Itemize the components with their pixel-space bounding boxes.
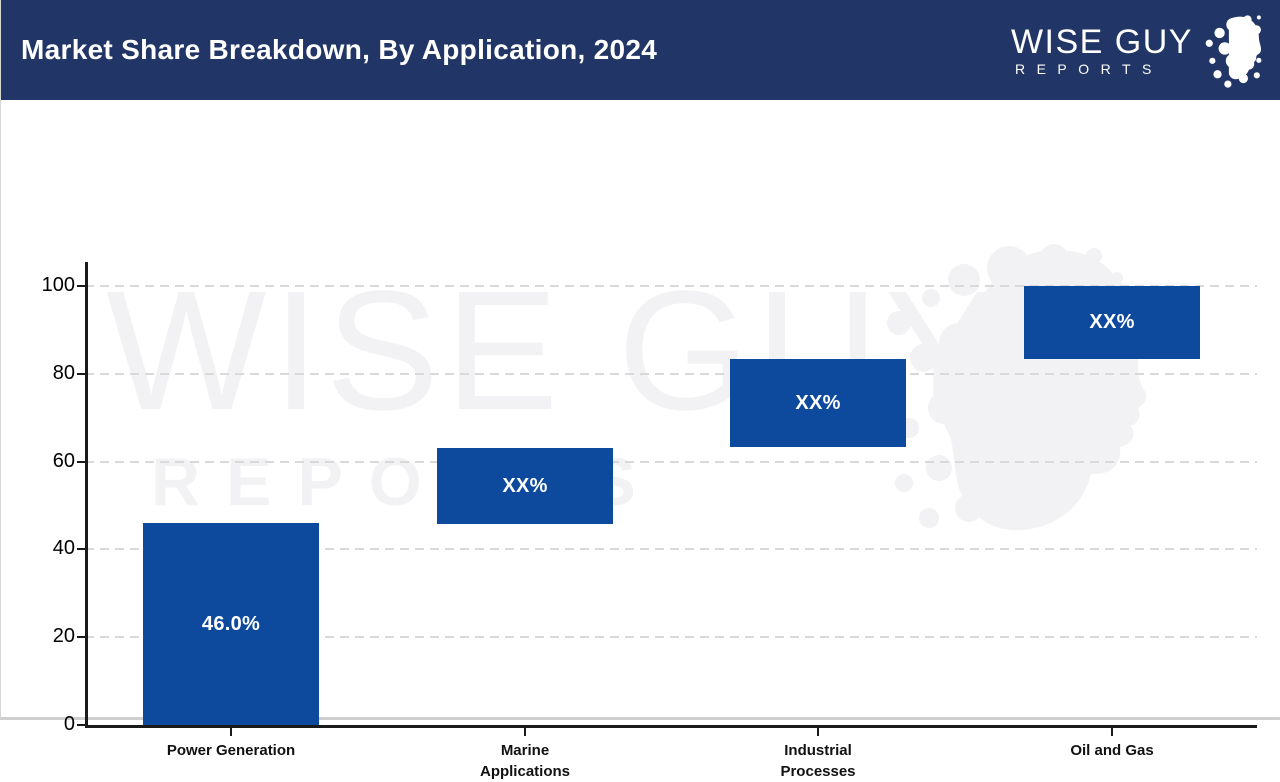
- y-axis-tick: [77, 285, 85, 287]
- gridline: [85, 548, 1257, 550]
- x-axis-category-label: Power Generation: [166, 742, 296, 759]
- brand-text: WISE GUY REPORTS: [1011, 25, 1193, 76]
- page-title: Market Share Breakdown, By Application, …: [21, 34, 658, 65]
- brand-name: WISE GUY: [1010, 22, 1193, 61]
- gridline: [85, 636, 1257, 638]
- bar-value-label: XX%: [795, 391, 841, 414]
- x-axis-tick: [524, 728, 526, 736]
- brand-subtitle: REPORTS: [1014, 60, 1163, 77]
- bar: XX%: [1024, 286, 1200, 359]
- y-axis-tick-label: 0: [63, 713, 75, 735]
- y-axis-tick-label: 20: [52, 625, 75, 647]
- y-axis-tick-label: 40: [52, 537, 75, 559]
- bar-value-label: XX%: [502, 474, 548, 497]
- x-axis-line: [85, 725, 1257, 728]
- y-axis-tick: [77, 724, 85, 726]
- brand-logo: WISE GUY REPORTS: [1011, 10, 1263, 90]
- x-axis-category-label: Marine Applications: [479, 742, 570, 780]
- y-axis-tick-label: 100: [41, 274, 75, 296]
- x-axis-category-label: Oil and Gas: [1070, 742, 1154, 759]
- y-axis-tick: [77, 461, 85, 463]
- gridline: [85, 373, 1257, 375]
- bar: XX%: [730, 359, 906, 447]
- bar-value-label: 46.0%: [201, 612, 261, 635]
- x-axis-tick: [817, 728, 819, 736]
- chart-area: WISE GUY REPORTS 0 20 40 60 80 100 46.0% Power …: [1, 100, 1280, 780]
- bar-value-label: XX%: [1089, 311, 1135, 333]
- bar: XX%: [437, 448, 613, 524]
- gridline: [85, 461, 1257, 463]
- y-axis-tick-label: 80: [52, 362, 75, 384]
- watermark-head-graphic: [887, 244, 1147, 531]
- y-axis-line: [85, 262, 88, 728]
- y-axis-tick-label: 60: [52, 450, 75, 472]
- x-axis-tick: [1111, 728, 1113, 736]
- x-axis-category-label: Industrial Processes: [780, 742, 856, 780]
- gridline: [85, 285, 1257, 287]
- y-axis-tick: [77, 636, 85, 638]
- x-axis-tick: [230, 728, 232, 736]
- y-axis-tick: [77, 548, 85, 550]
- bar: 46.0%: [143, 523, 319, 725]
- brand-head-icon: [1205, 15, 1262, 88]
- header: Market Share Breakdown, By Application, …: [1, 0, 1280, 100]
- y-axis-tick: [77, 373, 85, 375]
